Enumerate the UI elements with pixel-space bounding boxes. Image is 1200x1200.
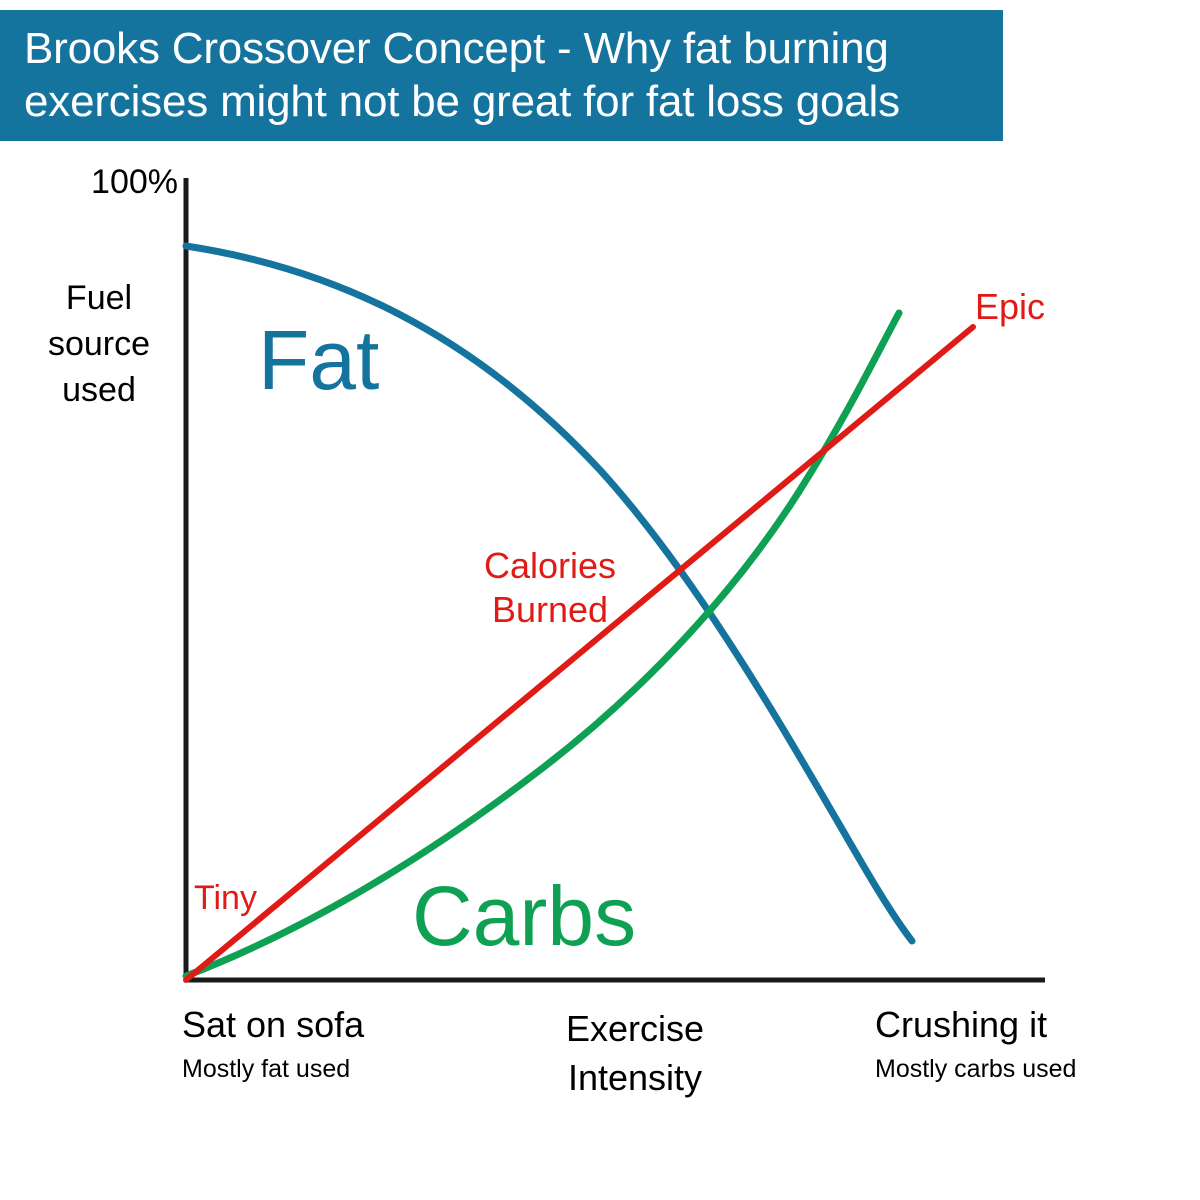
calories-burned-line <box>183 324 976 983</box>
x-axis-title-line-1: Exercise <box>565 1008 705 1049</box>
series-label-calories-burned: Calories Burned <box>430 544 670 632</box>
y-axis-title-line-2: source <box>47 325 151 363</box>
x-tick-sublabel-right: Mostly carbs used <box>875 1055 1077 1083</box>
y-axis-max-label: 100% <box>91 163 178 201</box>
x-axis-title: Exercise Intensity <box>515 1004 755 1102</box>
y-axis-title-line-3: used <box>62 371 136 409</box>
annotation-tiny: Tiny <box>194 879 257 917</box>
x-tick-label-left: Sat on sofa <box>182 1004 365 1045</box>
fat-curve <box>182 242 916 945</box>
annotation-epic: Epic <box>975 286 1046 327</box>
y-axis-title-line-1: Fuel <box>65 279 133 317</box>
title-line-2: exercises might not be great for fat los… <box>24 77 900 126</box>
series-label-carbs: Carbs <box>412 869 637 963</box>
x-tick-sublabel-left: Mostly fat used <box>182 1055 351 1083</box>
carbs-curve <box>182 309 903 980</box>
y-axis-title: Fuel source used <box>20 275 178 413</box>
calories-burned-line-2: Burned <box>491 589 609 630</box>
calories-burned-line-1: Calories <box>483 545 617 586</box>
x-axis-title-line-2: Intensity <box>567 1057 703 1098</box>
title-banner: Brooks Crossover Concept - Why fat burni… <box>0 10 1003 141</box>
x-tick-label-right: Crushing it <box>875 1004 1048 1045</box>
series-label-fat: Fat <box>258 313 380 407</box>
title-line-1: Brooks Crossover Concept - Why fat burni… <box>24 24 889 73</box>
